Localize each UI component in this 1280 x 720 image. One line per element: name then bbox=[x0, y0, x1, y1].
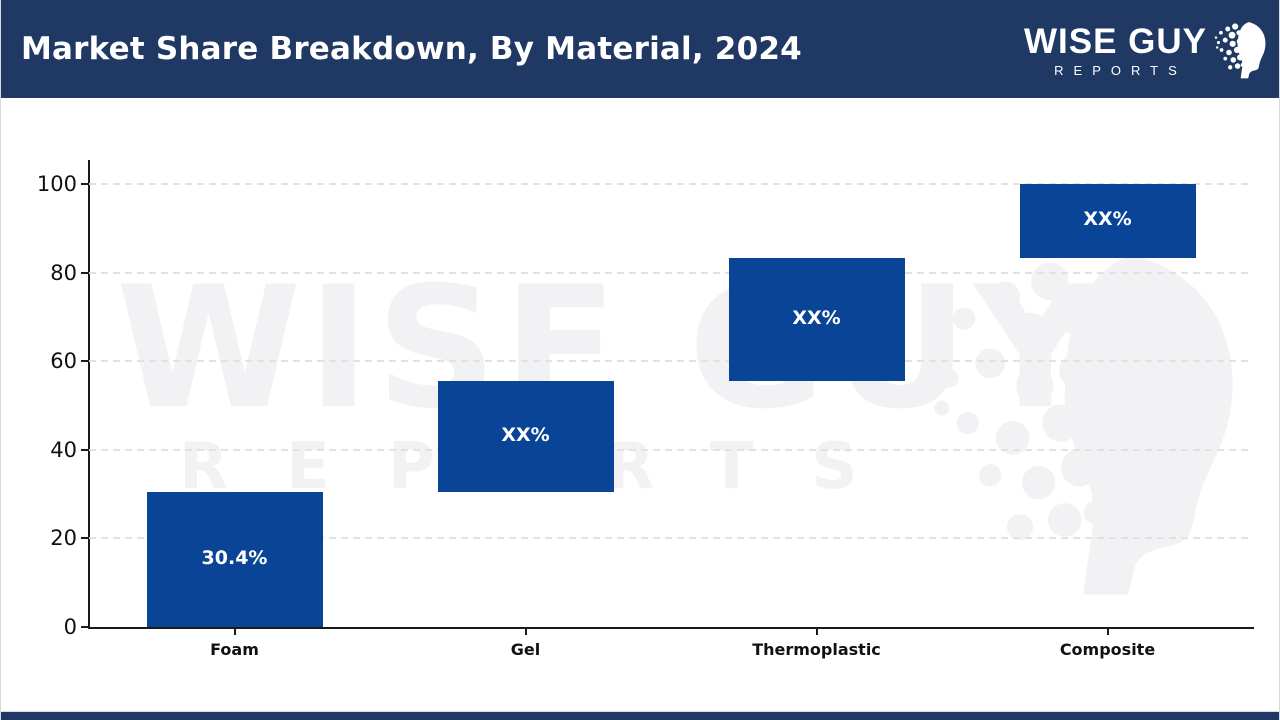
header-band: Market Share Breakdown, By Material, 202… bbox=[1, 0, 1279, 98]
brand-logo-head-icon bbox=[1214, 22, 1266, 79]
y-axis-line bbox=[88, 160, 90, 629]
y-tick-label-40: 40 bbox=[50, 437, 77, 462]
x-category-label-composite: Composite bbox=[1059, 640, 1156, 659]
gridline-80 bbox=[89, 271, 1253, 274]
bar-gel bbox=[437, 380, 614, 493]
bar-value-label-gel: XX% bbox=[501, 423, 550, 446]
footer-divider bbox=[1, 711, 1279, 712]
brand-logo: WISE GUY REPORTS bbox=[1024, 6, 1271, 94]
bar-thermoplastic bbox=[728, 258, 905, 381]
y-tick-label-0: 0 bbox=[63, 615, 77, 639]
footer-bar bbox=[1, 712, 1279, 720]
brand-logo-name: WISE GUY bbox=[1023, 21, 1207, 61]
x-category-label-gel: Gel bbox=[510, 640, 541, 659]
bar-value-label-composite: XX% bbox=[1083, 208, 1132, 231]
y-tick-mark-60 bbox=[81, 360, 88, 363]
bar-foam bbox=[146, 492, 323, 627]
y-tick-mark-80 bbox=[81, 271, 88, 274]
chart-title: Market Share Breakdown, By Material, 202… bbox=[21, 31, 802, 67]
x-axis-line bbox=[88, 627, 1254, 629]
x-tick-mark-thermoplastic bbox=[815, 629, 818, 635]
bar-composite bbox=[1019, 184, 1196, 259]
x-category-label-thermoplastic: Thermoplastic bbox=[752, 640, 881, 659]
y-tick-mark-20 bbox=[81, 537, 88, 540]
gridline-40 bbox=[89, 448, 1253, 451]
x-category-label-foam: Foam bbox=[210, 640, 259, 659]
bar-value-label-foam: 30.4% bbox=[201, 546, 268, 569]
x-tick-mark-foam bbox=[233, 629, 236, 635]
y-tick-mark-100 bbox=[81, 183, 88, 185]
bar-value-label-thermoplastic: XX% bbox=[792, 306, 841, 329]
y-tick-label-100: 100 bbox=[36, 172, 77, 196]
y-tick-label-60: 60 bbox=[50, 349, 77, 374]
gridline-100 bbox=[89, 183, 1253, 185]
y-tick-label-80: 80 bbox=[50, 260, 77, 285]
gridline-20 bbox=[89, 537, 1253, 540]
brand-logo-subtitle: REPORTS bbox=[1054, 62, 1187, 78]
x-tick-mark-composite bbox=[1106, 629, 1109, 635]
x-tick-mark-gel bbox=[524, 629, 527, 635]
y-tick-mark-40 bbox=[81, 448, 88, 451]
gridline-60 bbox=[89, 360, 1253, 363]
y-tick-label-20: 20 bbox=[50, 526, 77, 551]
y-tick-mark-0 bbox=[81, 626, 88, 628]
